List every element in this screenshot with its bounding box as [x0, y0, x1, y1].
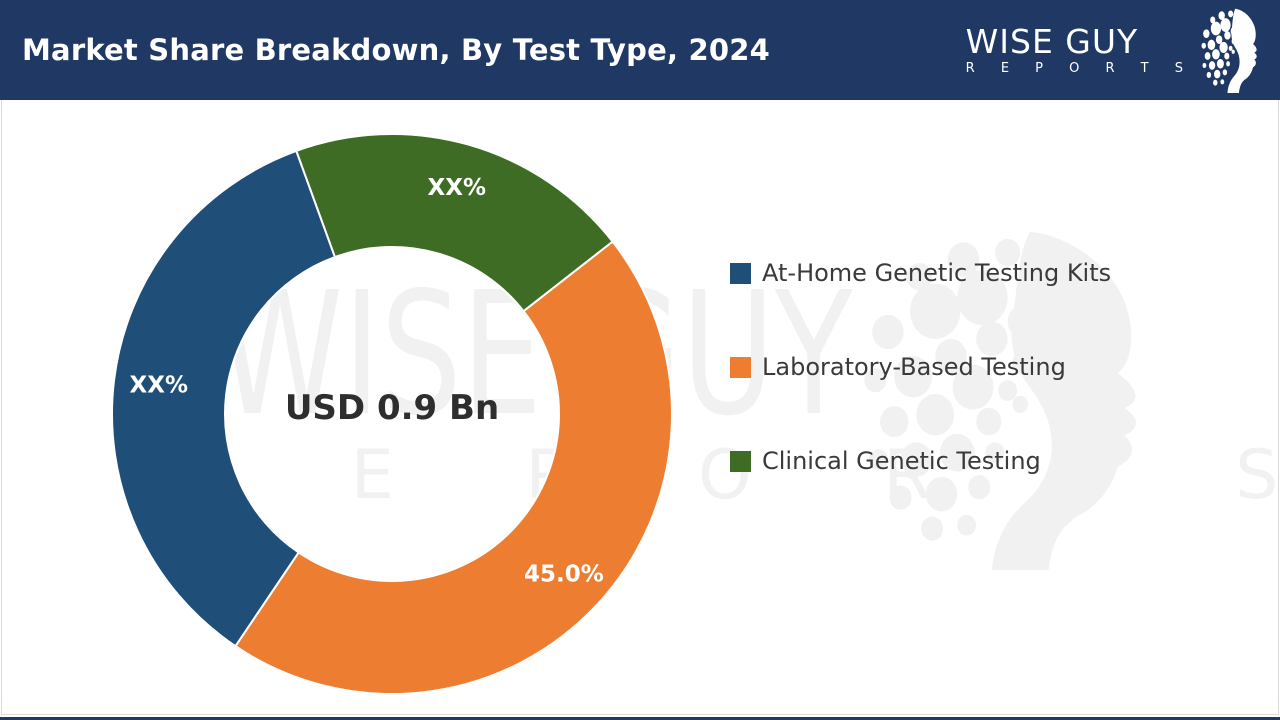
slice-label-0: XX%: [428, 175, 487, 201]
legend-swatch-blue: [730, 262, 751, 284]
brand-logo-subtitle: R E P O R T S: [965, 61, 1194, 76]
slice-label-2: XX%: [129, 372, 188, 398]
chart-legend: At-Home Genetic Testing Kits Laboratory-…: [730, 259, 1111, 475]
page-title: Market Share Breakdown, By Test Type, 20…: [22, 33, 771, 67]
legend-label: Clinical Genetic Testing: [762, 447, 1041, 475]
brand-logo-name: WISE GUY: [965, 22, 1139, 61]
brand-face-icon: [1198, 7, 1262, 93]
brand-logo: WISE GUY R E P O R T S: [966, 7, 1262, 93]
legend-label: Laboratory-Based Testing: [762, 353, 1066, 381]
footer-accent-bar: [0, 717, 1280, 720]
donut-slice-0: [295, 133, 614, 313]
legend-item: Laboratory-Based Testing: [730, 353, 1111, 381]
donut-chart: XX% 45.0% XX%: [111, 133, 673, 695]
legend-swatch-orange: [730, 356, 751, 378]
slice-label-1: 45.0%: [524, 561, 604, 587]
brand-logo-text: WISE GUY R E P O R T S: [966, 25, 1194, 75]
donut-slice-2: [111, 149, 336, 648]
donut-slice-1: [234, 240, 673, 695]
legend-item: At-Home Genetic Testing Kits: [730, 259, 1111, 287]
legend-label: At-Home Genetic Testing Kits: [762, 259, 1112, 287]
donut-center-value: USD 0.9 Bn: [284, 388, 500, 428]
chart-canvas: WISE GUY R E P O R T S XX% 45.0% XX% USD 0…: [1, 100, 1279, 715]
legend-item: Clinical Genetic Testing: [730, 447, 1111, 475]
legend-swatch-green: [730, 450, 751, 472]
header-bar: Market Share Breakdown, By Test Type, 20…: [0, 0, 1280, 100]
